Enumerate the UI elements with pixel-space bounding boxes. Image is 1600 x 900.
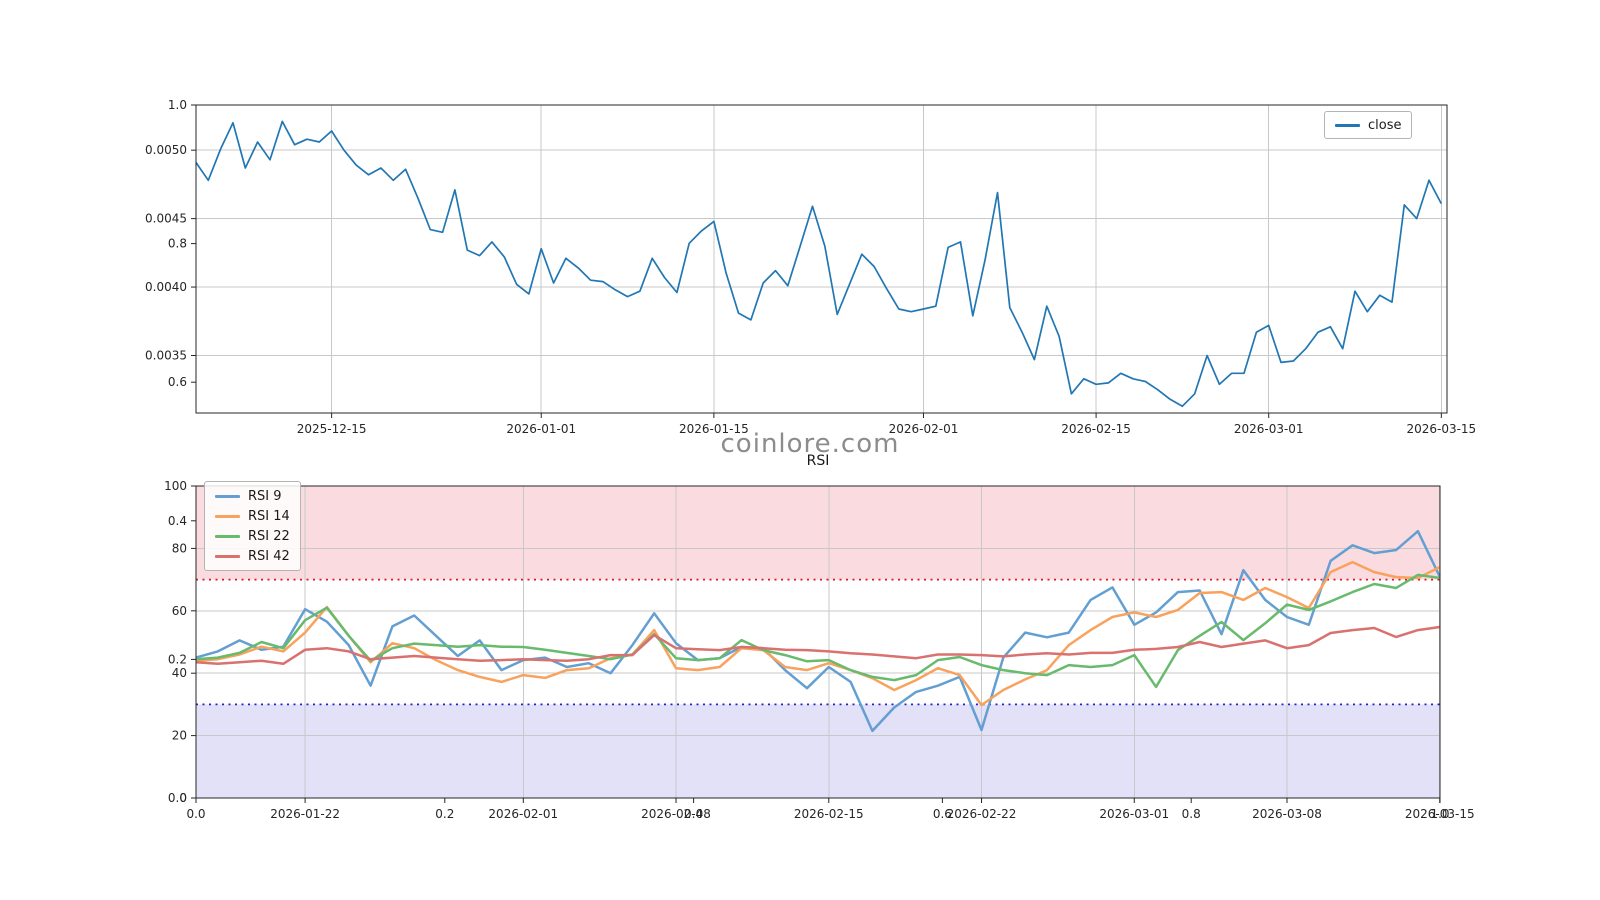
- overlay-x-tick-label: 0.2: [435, 807, 454, 821]
- overlay-x-tick-label: 1.0: [1430, 807, 1449, 821]
- rsi-42-line: [195, 625, 1440, 666]
- overlay-axis: 1.0 0.8 0.6 0.4 0.2 0.0 0.0 0.2 0.4 0.6 0.8 1.0: [168, 98, 1450, 821]
- rsi-x-tick-label: 2026-02-15: [794, 807, 864, 821]
- rsi22-legend-label: RSI 22: [248, 528, 290, 544]
- close-line-icon: [1335, 123, 1360, 127]
- price-legend-entry: close: [1335, 116, 1401, 134]
- rsi-x-tick-label: 2026-02-22: [947, 807, 1017, 821]
- rsi-22-line: [195, 573, 1440, 689]
- rsi22-line-icon: [215, 534, 240, 538]
- rsi-x-tick-label: 2026-03-01: [1099, 807, 1169, 821]
- rsi-9-line: [195, 529, 1441, 733]
- rsi-legend-entry: RSI 9: [215, 486, 290, 506]
- rsi-axes-border: [195, 485, 1441, 799]
- overlay-x-tick-label: 0.8: [1182, 807, 1201, 821]
- rsi-x-tick-label: 2026-03-15: [1405, 807, 1475, 821]
- rsi-x-tick-label: 2026-01-22: [270, 807, 340, 821]
- rsi-chart-title: RSI: [806, 453, 830, 469]
- rsi-y-tick-label: 100: [164, 479, 187, 493]
- rsi-x-tick-label: 2026-02-01: [488, 807, 558, 821]
- rsi-y-tick-label: 0: [179, 791, 187, 805]
- close-legend-label: close: [1368, 117, 1402, 133]
- rsi-x-tick-label: 2026-03-08: [1252, 807, 1322, 821]
- price-x-tick-label: 2026-02-15: [1061, 422, 1131, 436]
- price-axes-border: [195, 104, 1448, 414]
- rsi9-line-icon: [215, 494, 240, 498]
- overlay-x-tick-label: 0.0: [186, 807, 205, 821]
- price-x-tick-label: 2025-12-15: [297, 422, 367, 436]
- rsi-y-tick-label: 60: [172, 604, 187, 618]
- overbought-band: [196, 486, 1440, 580]
- price-y-tick-label: 0.0035: [145, 349, 187, 363]
- price-y-tick-label: 0.0040: [145, 280, 187, 294]
- rsi-legend-entry: RSI 14: [215, 506, 290, 526]
- rsi-legend: RSI 9 RSI 14 RSI 22 RSI 42: [204, 481, 301, 571]
- price-x-tick-label: 2026-01-15: [679, 422, 749, 436]
- overlay-x-tick-label: 0.6: [933, 807, 952, 821]
- price-chart: 0.0035 0.0040 0.0045 0.0050 2025-12-15 2026-0…: [145, 104, 1476, 436]
- rsi-x-tick-label: 2026-02-08: [641, 807, 711, 821]
- price-x-tick-label: 2026-03-01: [1234, 422, 1304, 436]
- price-x-tick-label: 2026-02-01: [889, 422, 959, 436]
- price-legend: close: [1324, 111, 1413, 139]
- close-line: [195, 120, 1443, 408]
- rsi14-legend-label: RSI 14: [248, 508, 290, 524]
- price-y-tick-label: 0.0050: [145, 143, 187, 157]
- rsi42-legend-label: RSI 42: [248, 548, 290, 564]
- rsi-y-tick-label: 20: [172, 729, 187, 743]
- rsi9-legend-label: RSI 9: [248, 488, 282, 504]
- watermark: coinlore.com: [720, 429, 900, 459]
- overlay-y-tick-label: 0.4: [168, 514, 187, 528]
- rsi-chart: 0 20 40 60 80 100 2026-01-22 2026-02-01 2026-02-…: [164, 479, 1475, 821]
- overlay-y-tick-label: 0.6: [168, 375, 187, 389]
- rsi-y-tick-label: 80: [172, 541, 187, 555]
- rsi42-line-icon: [215, 554, 240, 558]
- oversold-band: [196, 704, 1440, 798]
- rsi-y-tick-label: 40: [172, 666, 187, 680]
- price-y-tick-label: 0.0045: [145, 212, 187, 226]
- overlay-y-tick-label: 0.2: [168, 652, 187, 666]
- price-x-tick-label: 2026-03-15: [1406, 422, 1476, 436]
- overlay-y-tick-label: 1.0: [168, 98, 187, 112]
- overlay-y-tick-label: 0.0: [168, 791, 187, 805]
- rsi-legend-entry: RSI 22: [215, 526, 290, 546]
- overlay-x-tick-label: 0.4: [684, 807, 703, 821]
- rsi-legend-entry: RSI 42: [215, 546, 290, 566]
- overlay-y-tick-label: 0.8: [168, 237, 187, 251]
- price-x-tick-label: 2026-01-01: [506, 422, 576, 436]
- rsi14-line-icon: [215, 514, 240, 518]
